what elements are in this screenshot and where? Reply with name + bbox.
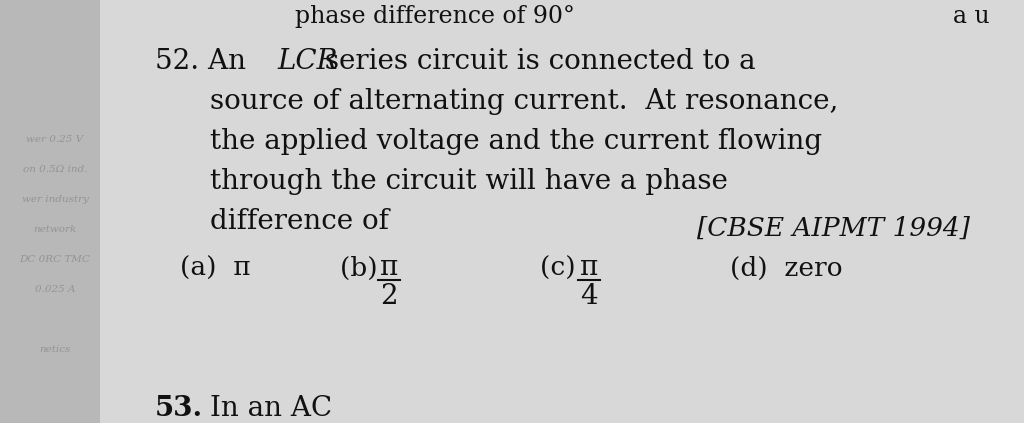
- Text: 2: 2: [380, 283, 397, 310]
- Text: (b): (b): [340, 256, 386, 281]
- Text: netics: netics: [39, 345, 71, 354]
- Text: through the circuit will have a phase: through the circuit will have a phase: [210, 168, 728, 195]
- Text: difference of: difference of: [210, 208, 389, 235]
- Text: series circuit is connected to a: series circuit is connected to a: [316, 48, 756, 75]
- Bar: [0, 0, 100, 423]
- Text: π: π: [380, 254, 398, 281]
- Text: π: π: [580, 254, 598, 281]
- Text: [CBSE AIPMT 1994]: [CBSE AIPMT 1994]: [697, 216, 970, 241]
- Text: DC 0RC TMC: DC 0RC TMC: [19, 255, 90, 264]
- Text: 53.: 53.: [155, 395, 203, 422]
- Text: the applied voltage and the current flowing: the applied voltage and the current flow…: [210, 128, 822, 155]
- Text: network: network: [34, 225, 77, 234]
- Text: In an AC: In an AC: [210, 395, 332, 422]
- Text: LCR: LCR: [278, 48, 338, 75]
- Text: (c): (c): [540, 256, 584, 281]
- Text: 52. An: 52. An: [155, 48, 255, 75]
- Text: wer 0.25 V: wer 0.25 V: [27, 135, 84, 144]
- Text: phase difference of 90°: phase difference of 90°: [295, 5, 574, 28]
- Text: 4: 4: [581, 283, 598, 310]
- Text: 0.025 A: 0.025 A: [35, 285, 75, 294]
- Text: a u: a u: [953, 5, 990, 28]
- Text: source of alternating current.  At resonance,: source of alternating current. At resona…: [210, 88, 839, 115]
- Text: wer industry: wer industry: [22, 195, 88, 204]
- Text: (a)  π: (a) π: [180, 256, 251, 281]
- Text: on 0.5Ω ind.: on 0.5Ω ind.: [23, 165, 87, 174]
- Text: (d)  zero: (d) zero: [730, 256, 843, 281]
